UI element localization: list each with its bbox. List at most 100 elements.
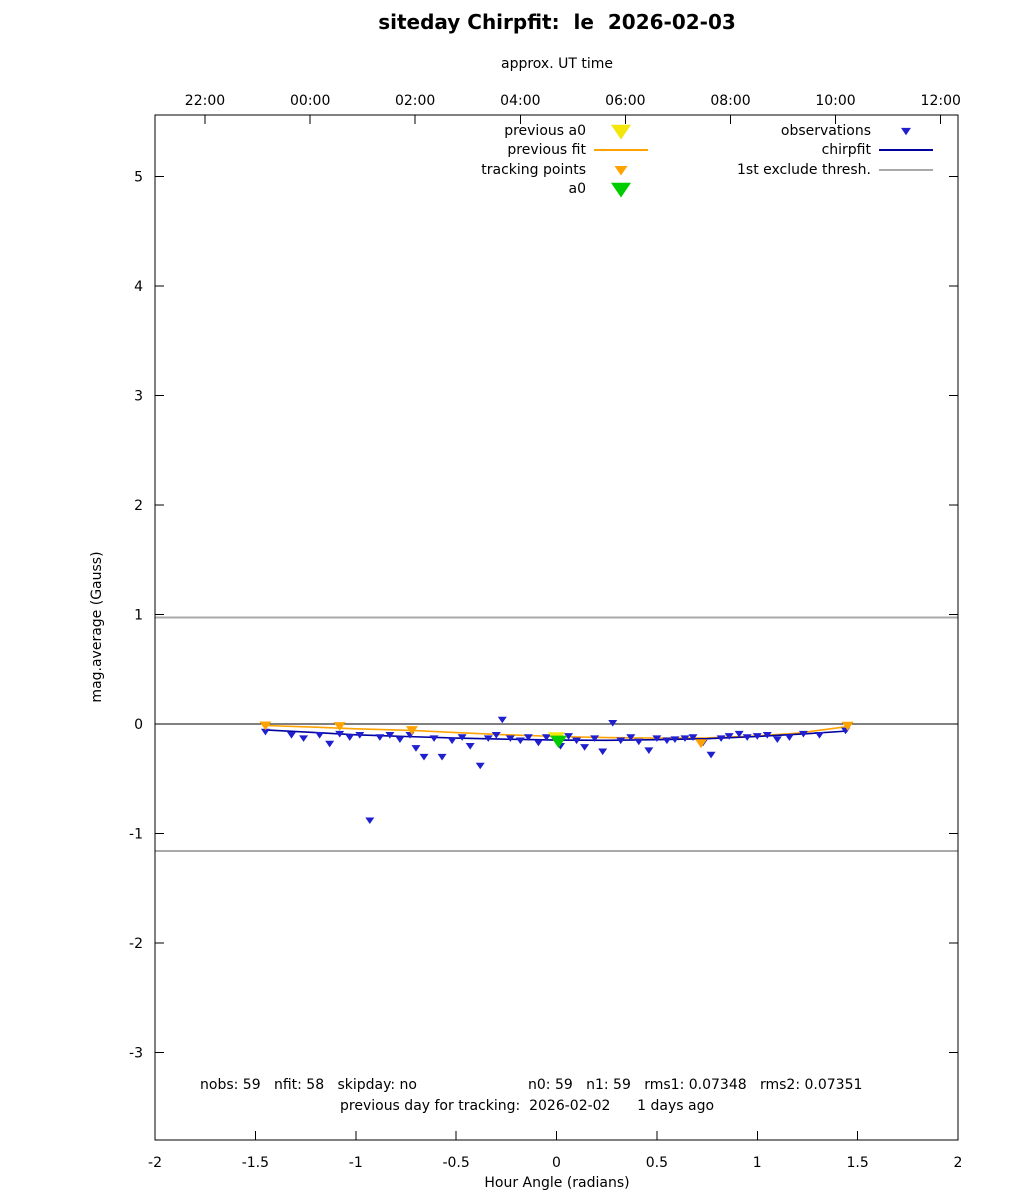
observations-marker — [706, 751, 716, 759]
x-tick-label: 2 — [954, 1155, 963, 1171]
tracking-points-marker — [405, 726, 418, 735]
legend-label: previous a0 — [504, 122, 586, 139]
plot-border — [154, 114, 959, 1141]
legend-triangle-icon — [592, 180, 650, 198]
observations-marker — [523, 734, 533, 741]
y-tick-label: -2 — [129, 936, 143, 952]
tracking-points-marker — [695, 739, 708, 749]
observations-marker — [299, 735, 309, 742]
observations-marker — [355, 732, 365, 739]
observations-marker — [616, 737, 626, 745]
observations-marker — [742, 734, 752, 741]
tracking-points-marker — [333, 722, 346, 731]
x-tick-label: -0.5 — [442, 1155, 469, 1171]
observations-marker — [375, 734, 385, 741]
observations-marker — [634, 738, 644, 746]
observations-marker — [580, 744, 590, 751]
stats-rms: n0: 59 n1: 59 rms1: 0.07348 rms2: 0.0735… — [528, 1077, 863, 1093]
top-tick-label: 06:00 — [605, 93, 645, 109]
y-tick-label: 2 — [134, 498, 143, 514]
legend-triangle-icon — [877, 122, 935, 140]
observations-marker — [325, 740, 335, 748]
x-tick-label: -1 — [349, 1155, 363, 1171]
x-tick-label: 0.5 — [646, 1155, 668, 1171]
legend-right: observations chirpfit 1st exclude thresh. — [645, 121, 935, 180]
observations-marker — [724, 733, 734, 740]
observations-marker — [465, 742, 475, 750]
observations-marker — [798, 730, 808, 738]
observations-marker — [395, 736, 405, 744]
a0-marker — [550, 735, 568, 749]
observations-marker — [447, 737, 457, 745]
top-tick-label: 04:00 — [500, 93, 540, 109]
top-tick-label: 12:00 — [921, 93, 961, 109]
legend-left: previous a0 previous fit tracking points a0 — [350, 121, 650, 199]
observations-marker — [644, 747, 654, 754]
legend-label: a0 — [568, 181, 587, 198]
observations-marker — [457, 734, 467, 741]
legend-item-previous-a0: previous a0 — [350, 121, 650, 141]
y-tick-label: -1 — [129, 826, 143, 842]
legend-item-chirpfit: chirpfit — [645, 141, 935, 161]
observations-marker — [784, 734, 794, 741]
observations-marker — [475, 762, 485, 770]
legend-item-1st-exclude-thresh-: 1st exclude thresh. — [645, 160, 935, 180]
y-tick-label: -3 — [129, 1045, 143, 1061]
top-tick-label: 22:00 — [185, 93, 225, 109]
observations-marker — [772, 736, 782, 744]
x-tick-label: 0 — [552, 1155, 561, 1171]
tracking-points-marker — [841, 721, 854, 731]
stats-tracking-day: previous day for tracking: 2026-02-02 1 … — [340, 1098, 715, 1114]
observations-marker — [572, 737, 582, 745]
observations-marker — [564, 733, 574, 740]
observations-marker — [688, 734, 698, 741]
top-tick-label: 02:00 — [395, 93, 435, 109]
x-tick-label: -2 — [148, 1155, 162, 1171]
legend-label: tracking points — [481, 161, 586, 178]
x-tick-label: 1 — [753, 1155, 762, 1171]
legend-triangle-icon — [592, 122, 650, 140]
observations-marker — [483, 735, 493, 742]
top-tick-label: 08:00 — [710, 93, 750, 109]
observations-marker — [497, 716, 507, 724]
y-tick-label: 1 — [134, 607, 143, 623]
observations-marker — [662, 737, 672, 745]
y-tick-label: 4 — [134, 279, 143, 295]
observations-marker — [429, 735, 439, 742]
legend-item-previous-fit: previous fit — [350, 141, 650, 161]
observations-marker — [814, 732, 824, 739]
legend-label: 1st exclude thresh. — [737, 161, 871, 178]
top-tick-label: 00:00 — [290, 93, 330, 109]
observations-marker — [411, 745, 421, 752]
legend-line-sample — [877, 141, 935, 159]
observations-marker — [505, 735, 515, 742]
legend-label: previous fit — [507, 142, 586, 159]
stats-counts: nobs: 59 nfit: 58 skipday: no — [200, 1077, 417, 1093]
x-tick-label: -1.5 — [242, 1155, 269, 1171]
x-axis-label: Hour Angle (radians) — [484, 1175, 630, 1191]
legend-line-sample — [877, 161, 935, 179]
observations-marker — [590, 735, 600, 742]
observations-marker — [385, 732, 395, 739]
observations-marker — [419, 753, 429, 761]
observations-marker — [680, 735, 690, 742]
observations-marker — [287, 732, 297, 739]
top-axis-label: approx. UT time — [501, 56, 613, 72]
observations-marker — [598, 748, 608, 756]
observations-marker — [716, 735, 726, 742]
observations-marker — [533, 739, 543, 747]
observations-marker — [626, 734, 636, 741]
tracking-points-marker — [259, 721, 272, 731]
legend-label: observations — [780, 122, 871, 139]
top-tick-label: 10:00 — [815, 93, 855, 109]
plot-title: siteday Chirpfit: le 2026-02-03 — [378, 10, 736, 34]
y-tick-label: 0 — [134, 717, 143, 733]
legend-triangle-icon — [592, 161, 650, 179]
observations-marker — [734, 730, 744, 738]
observations-marker — [608, 719, 618, 727]
observations-marker — [491, 732, 501, 739]
legend-line-sample — [592, 141, 650, 159]
observations-marker — [762, 732, 772, 739]
x-tick-label: 1.5 — [846, 1155, 868, 1171]
